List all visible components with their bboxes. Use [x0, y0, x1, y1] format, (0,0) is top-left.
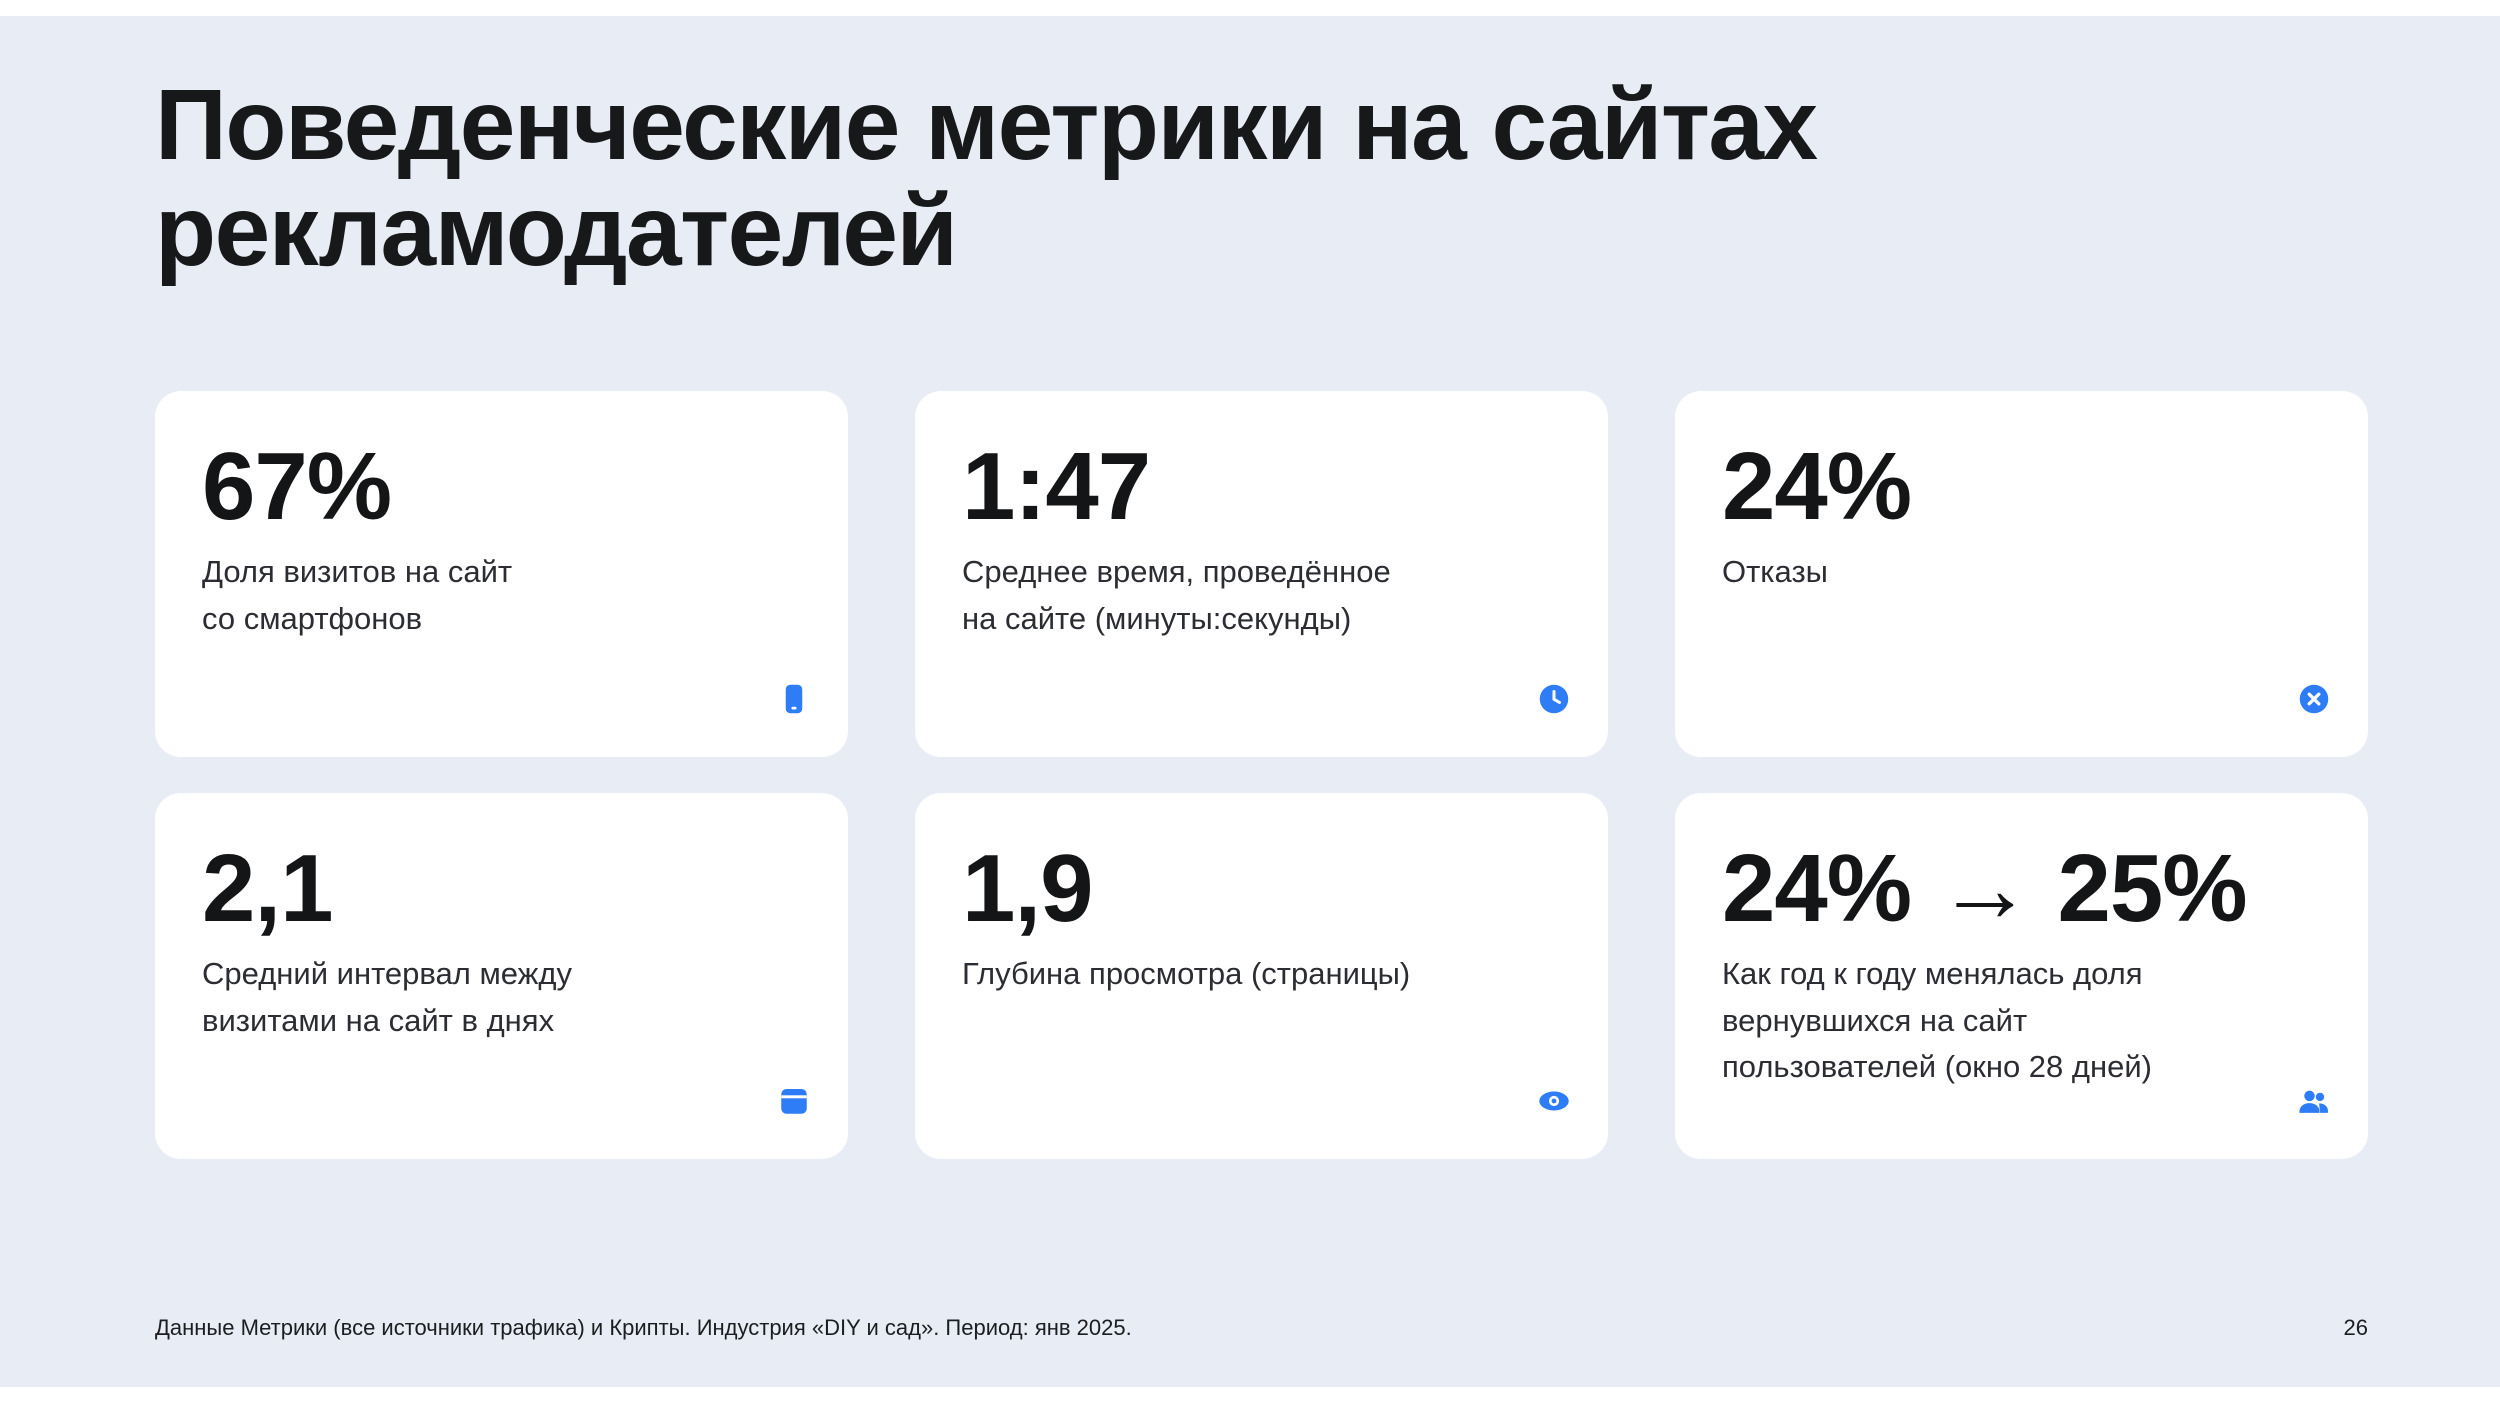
metric-label: Среднее время, проведённое на сайте (мин…: [962, 554, 1391, 636]
metric-label: Глубина просмотра (страницы): [962, 956, 1411, 991]
metric-card-visit-interval: 2,1 Средний интервал между визитами на с…: [155, 793, 848, 1159]
metric-value: 1,9: [962, 835, 1093, 942]
metric-label: Доля визитов на сайт со смартфонов: [202, 554, 513, 636]
source-note: Данные Метрики (все источники трафика) и…: [155, 1315, 1132, 1340]
metric-label: Как год к году менялась доля вернувшихся…: [1722, 956, 2152, 1084]
page-number: 26: [2343, 1315, 2368, 1340]
calendar-icon: [776, 1083, 812, 1119]
users-icon: [2296, 1083, 2332, 1119]
metric-label: Отказы: [1722, 554, 1828, 589]
page-title: Поведенческие метрики на сайтах рекламод…: [155, 69, 1818, 287]
clock-icon: [1536, 681, 1572, 717]
close-circle-icon: [2296, 681, 2332, 717]
metric-value: 2,1: [202, 835, 333, 942]
metric-value: 67%: [202, 433, 392, 540]
smartphone-icon: [776, 681, 812, 717]
metric-card-bounce-rate: 24% Отказы: [1675, 391, 2368, 757]
metrics-card-grid: 67% Доля визитов на сайт со смартфонов 1…: [155, 391, 2368, 1159]
metric-value: 24% → 25%: [1722, 835, 2248, 942]
metric-value: 1:47: [962, 433, 1151, 540]
metric-value: 24%: [1722, 433, 1912, 540]
metric-card-time-on-site: 1:47 Среднее время, проведённое на сайте…: [915, 391, 1608, 757]
metric-label: Средний интервал между визитами на сайт …: [202, 956, 573, 1038]
eye-icon: [1536, 1083, 1572, 1119]
metric-card-returning-users: 24% → 25% Как год к году менялась доля в…: [1675, 793, 2368, 1159]
metric-card-page-depth: 1,9 Глубина просмотра (страницы): [915, 793, 1608, 1159]
metric-card-smartphone-visits: 67% Доля визитов на сайт со смартфонов: [155, 391, 848, 757]
